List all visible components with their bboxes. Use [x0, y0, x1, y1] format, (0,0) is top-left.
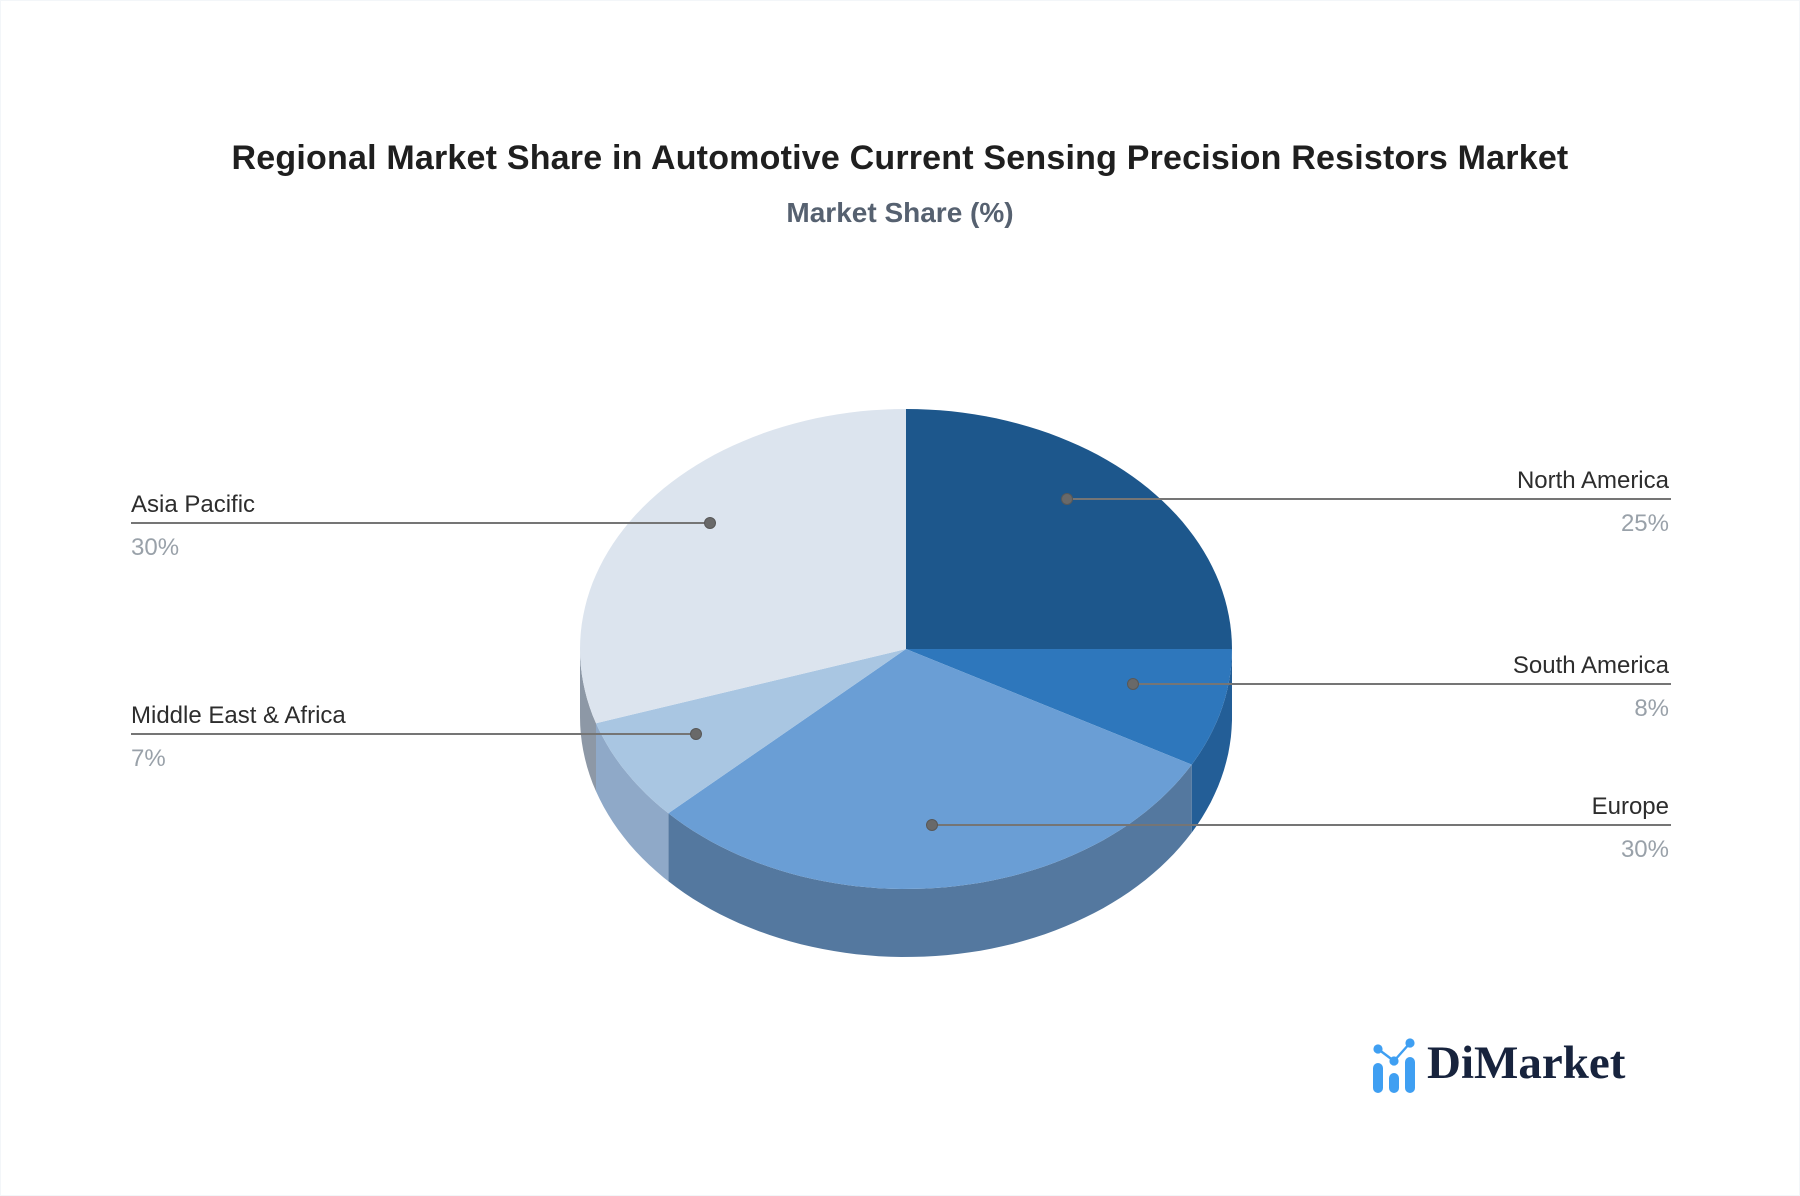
slice-value: 8% [1634, 695, 1669, 722]
slice-value: 30% [1620, 836, 1669, 863]
slice-name: Middle East & Africa [131, 702, 346, 729]
pie-slice-2 [668, 649, 1192, 889]
slice-label-north-america: North America 25% [1249, 465, 1669, 539]
slice-value: 30% [131, 534, 180, 561]
leader-dot-4 [704, 517, 716, 529]
pie-slice-4 [580, 409, 906, 724]
slice-value: 7% [131, 745, 166, 772]
slice-label-south-america: South America 8% [1249, 650, 1669, 724]
leader-dot-0 [1061, 493, 1073, 505]
leader-dot-1 [1127, 678, 1139, 690]
leader-dot-3 [690, 728, 702, 740]
slice-label-middle-east-africa: Middle East & Africa 7% [131, 700, 551, 774]
slice-name: South America [1512, 652, 1669, 679]
pie-slice-side-1 [1191, 649, 1232, 833]
pie-slice-0 [906, 409, 1232, 649]
slice-name: North America [1516, 467, 1669, 494]
pie-slice-side-3 [596, 723, 669, 882]
brand-logo-text: DiMarket [1427, 1037, 1626, 1089]
slice-label-asia-pacific: Asia Pacific 30% [131, 489, 551, 563]
bar-chart-icon [1373, 1038, 1415, 1093]
leader-dot-2 [926, 819, 938, 831]
pie-slice-side-4 [580, 649, 596, 792]
pie-slice-1 [906, 649, 1232, 765]
slice-name: Asia Pacific [131, 491, 256, 518]
chart-subtitle: Market Share (%) [786, 197, 1014, 228]
pie-slice-3 [596, 649, 906, 814]
slice-label-europe: Europe 30% [1249, 791, 1669, 865]
slice-name: Europe [1591, 793, 1669, 820]
chart-title: Regional Market Share in Automotive Curr… [231, 139, 1569, 177]
pie-slice-side-2 [668, 764, 1192, 957]
brand-logo: DiMarket [1367, 1029, 1625, 1095]
slice-value: 25% [1620, 510, 1669, 537]
